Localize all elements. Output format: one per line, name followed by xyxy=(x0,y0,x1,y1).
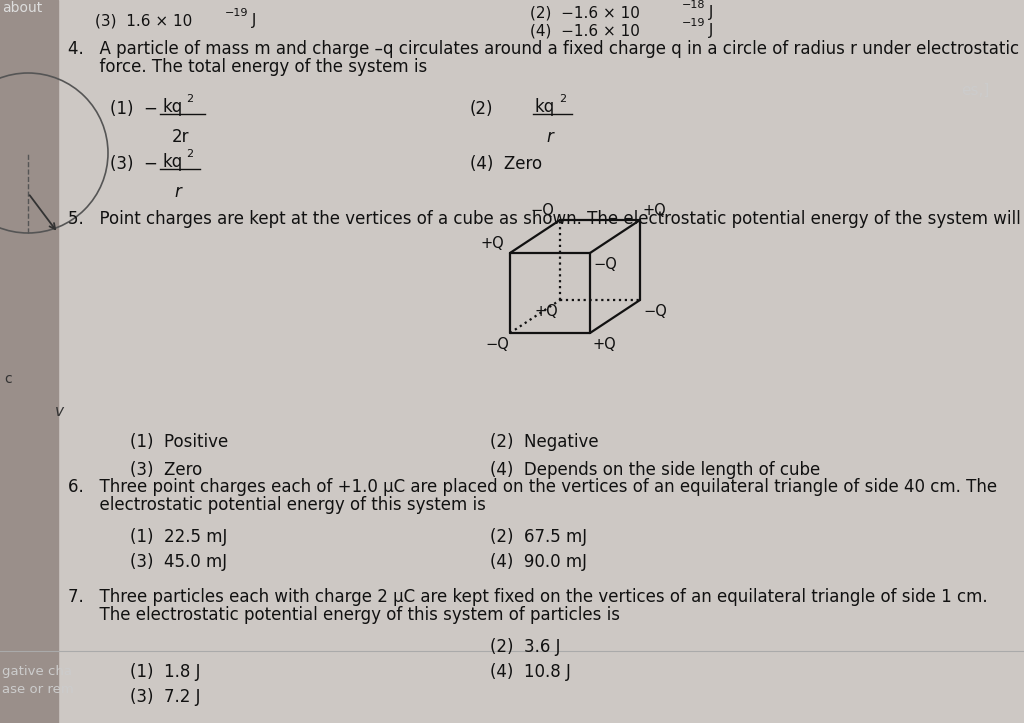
Text: The electrostatic potential energy of this system of particles is: The electrostatic potential energy of th… xyxy=(68,606,620,624)
Text: (2)  67.5 mJ: (2) 67.5 mJ xyxy=(490,528,587,546)
Text: 4.   A particle of mass m and charge –q circulates around a fixed charge q in a : 4. A particle of mass m and charge –q ci… xyxy=(68,40,1019,58)
Text: es,]: es,] xyxy=(962,83,990,98)
Text: −18: −18 xyxy=(682,0,706,10)
Text: r: r xyxy=(174,183,181,201)
Text: −Q: −Q xyxy=(485,337,509,352)
Text: J: J xyxy=(247,13,256,28)
Text: 2r: 2r xyxy=(172,128,189,146)
Text: J: J xyxy=(705,23,714,38)
Text: (2)  3.6 J: (2) 3.6 J xyxy=(490,638,560,656)
Text: ase or rem: ase or rem xyxy=(2,683,74,696)
Text: kq: kq xyxy=(162,153,182,171)
Text: (1)  22.5 mJ: (1) 22.5 mJ xyxy=(130,528,227,546)
Text: v: v xyxy=(55,403,63,419)
Text: −19: −19 xyxy=(682,18,706,28)
Text: +Q: +Q xyxy=(480,236,504,251)
Text: (1)  1.8 J: (1) 1.8 J xyxy=(130,663,201,681)
Text: +Q: +Q xyxy=(535,304,559,319)
Text: (1)  Positive: (1) Positive xyxy=(130,433,228,451)
Text: −Q: −Q xyxy=(593,257,616,272)
Text: +Q: +Q xyxy=(643,203,667,218)
Text: electrostatic potential energy of this system is: electrostatic potential energy of this s… xyxy=(68,496,485,514)
Text: J: J xyxy=(705,5,714,20)
Text: (3)  Zero: (3) Zero xyxy=(130,461,203,479)
Text: 2: 2 xyxy=(186,94,194,104)
Text: r: r xyxy=(546,128,553,146)
Text: kq: kq xyxy=(162,98,182,116)
Text: (3)  −: (3) − xyxy=(110,155,158,173)
Text: 5.   Point charges are kept at the vertices of a cube as shown. The electrostati: 5. Point charges are kept at the vertice… xyxy=(68,210,1024,228)
Text: (2)  −1.6 × 10: (2) −1.6 × 10 xyxy=(530,5,640,20)
Text: kq: kq xyxy=(535,98,555,116)
Text: c: c xyxy=(4,372,11,386)
Text: (3)  7.2 J: (3) 7.2 J xyxy=(130,688,201,706)
Text: +Q: +Q xyxy=(593,337,616,352)
Text: (3)  45.0 mJ: (3) 45.0 mJ xyxy=(130,553,227,571)
Text: −Q: −Q xyxy=(530,203,554,218)
Text: gative cha: gative cha xyxy=(2,665,72,678)
Text: (1)  −: (1) − xyxy=(110,100,158,118)
Text: (4)  Zero: (4) Zero xyxy=(470,155,542,173)
Text: −Q: −Q xyxy=(643,304,667,319)
Text: 2: 2 xyxy=(559,94,566,104)
Bar xyxy=(0,0,58,723)
Text: 7.   Three particles each with charge 2 μC are kept fixed on the vertices of an : 7. Three particles each with charge 2 μC… xyxy=(68,588,987,606)
Text: −19: −19 xyxy=(225,8,249,18)
Text: (4)  −1.6 × 10: (4) −1.6 × 10 xyxy=(530,23,640,38)
Text: about: about xyxy=(2,1,42,15)
Text: force. The total energy of the system is: force. The total energy of the system is xyxy=(68,58,427,76)
Text: 6.   Three point charges each of +1.0 μC are placed on the vertices of an equila: 6. Three point charges each of +1.0 μC a… xyxy=(68,478,997,496)
Text: (4)  90.0 mJ: (4) 90.0 mJ xyxy=(490,553,587,571)
Text: (3)  1.6 × 10: (3) 1.6 × 10 xyxy=(95,13,193,28)
Text: (4)  Depends on the side length of cube: (4) Depends on the side length of cube xyxy=(490,461,820,479)
Text: (4)  10.8 J: (4) 10.8 J xyxy=(490,663,570,681)
Text: (2): (2) xyxy=(470,100,494,118)
Text: 2: 2 xyxy=(186,149,194,159)
Text: (2)  Negative: (2) Negative xyxy=(490,433,599,451)
